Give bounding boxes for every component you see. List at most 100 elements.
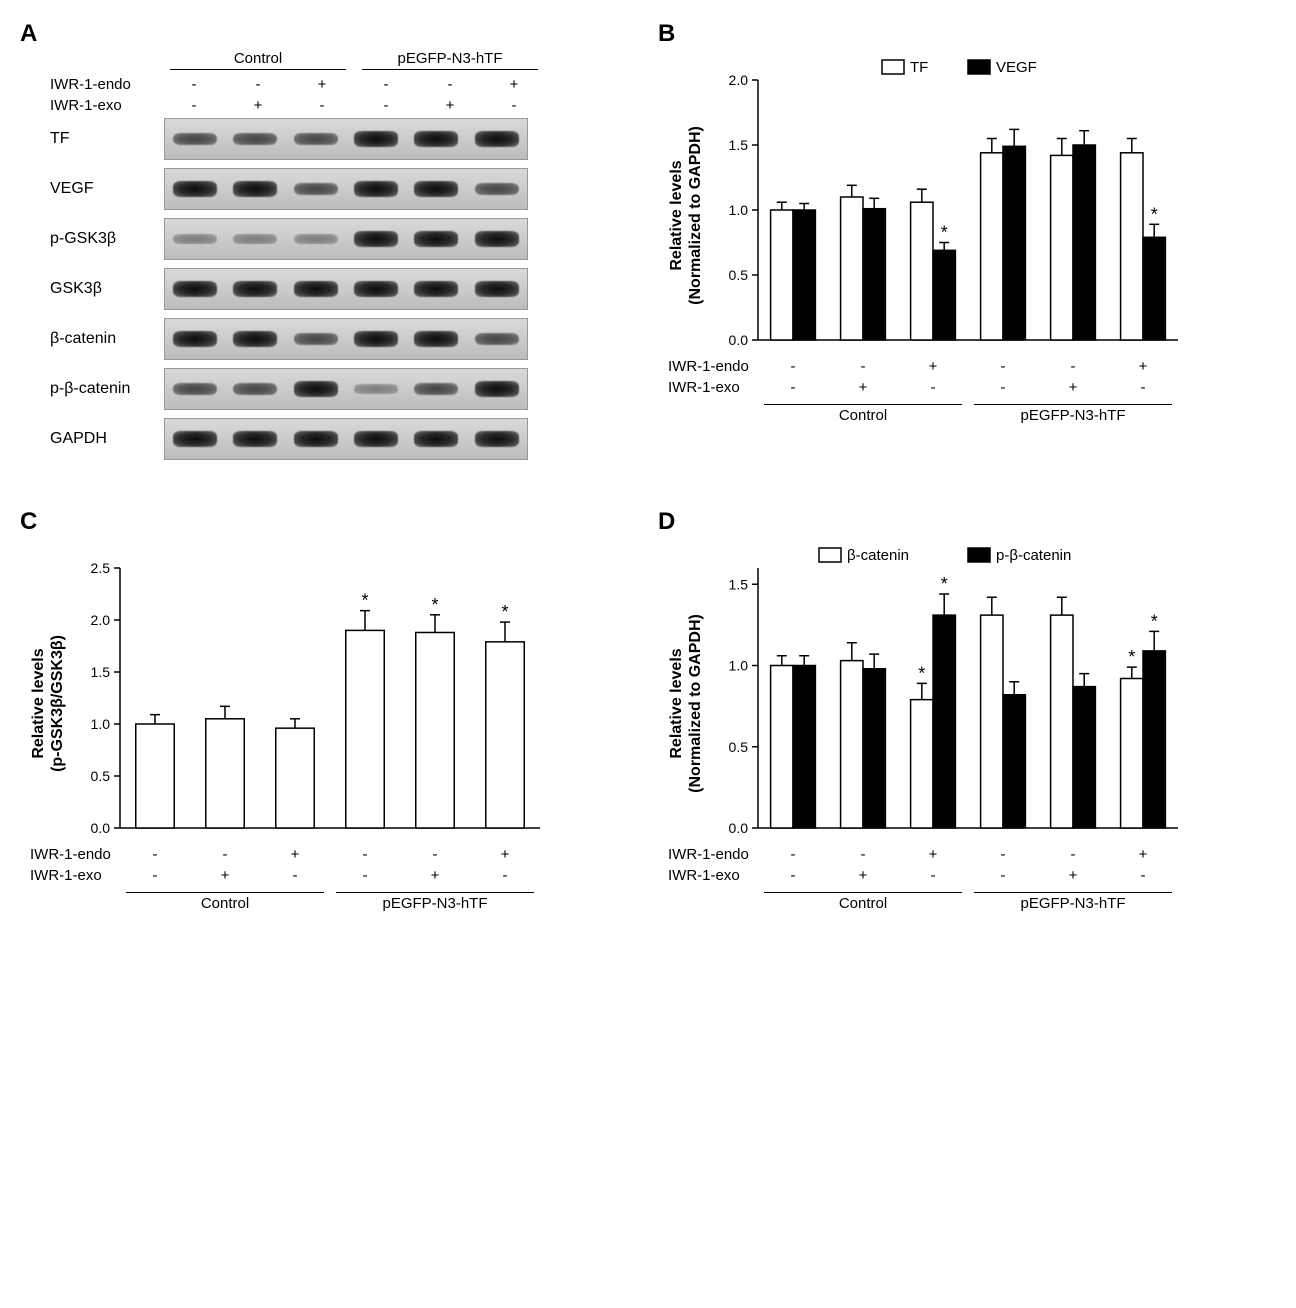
bar [346, 630, 385, 828]
bar [1121, 679, 1143, 829]
legend-swatch [819, 548, 841, 562]
blot-group-pegfp: pEGFP-N3-hTF [362, 50, 538, 70]
protein-label: GSK3β [50, 280, 160, 298]
blot-band [475, 281, 519, 297]
sig-star: * [361, 591, 368, 611]
legend-label: TF [910, 59, 928, 76]
bar [1003, 146, 1025, 340]
blot-band [475, 381, 519, 397]
sig-star: * [918, 663, 925, 683]
sig-star: * [941, 574, 948, 594]
blot-band [354, 131, 398, 147]
blot-strip [164, 418, 528, 460]
blot-band [173, 234, 217, 244]
blot-band [354, 331, 398, 347]
blot-strip [164, 168, 528, 210]
blot-band [294, 183, 338, 195]
treatment-mark: + [292, 76, 352, 93]
treatment-mark: - [484, 97, 544, 114]
legend-label: β-catenin [847, 547, 909, 564]
under-group-label: Control [764, 892, 962, 912]
blot-band [294, 431, 338, 447]
blot-band [173, 281, 217, 297]
treatment-mark: - [164, 76, 224, 93]
chart-svg: 0.00.51.01.52.0**TFVEGF [668, 50, 1188, 350]
under-mark: - [898, 379, 968, 396]
under-row-label: IWR-1-endo [30, 846, 120, 863]
blot-band [475, 431, 519, 447]
blot-band [414, 431, 458, 447]
under-mark: - [758, 846, 828, 863]
blot-band [294, 281, 338, 297]
under-mark: - [190, 846, 260, 863]
blot-band [354, 431, 398, 447]
blot-band [294, 333, 338, 345]
panel-A: A ControlpEGFP-N3-hTFIWR-1-endo--+--+IWR… [30, 30, 628, 468]
under-mark: - [120, 846, 190, 863]
under-mark: - [1108, 379, 1178, 396]
under-mark: + [260, 846, 330, 863]
blot-band [414, 281, 458, 297]
under-mark: - [330, 846, 400, 863]
under-table: IWR-1-endo--+--+IWR-1-exo-+--+-ControlpE… [668, 358, 1266, 424]
bar [1003, 695, 1025, 828]
blot-band [233, 281, 277, 297]
under-group-label: pEGFP-N3-hTF [974, 892, 1172, 912]
under-mark: - [898, 867, 968, 884]
legend-swatch [968, 60, 990, 74]
under-table: IWR-1-endo--+--+IWR-1-exo-+--+-ControlpE… [30, 846, 628, 912]
bar [1073, 145, 1095, 340]
blot-band [414, 383, 458, 395]
sig-star: * [941, 223, 948, 243]
ytick-label: 1.5 [729, 137, 749, 153]
under-mark: - [758, 867, 828, 884]
bar [981, 153, 1003, 340]
blot-group-control: Control [170, 50, 346, 70]
under-mark: + [1038, 379, 1108, 396]
under-row-label: IWR-1-exo [668, 867, 758, 884]
bar [933, 615, 955, 828]
blot-band [354, 231, 398, 247]
blot-band [294, 234, 338, 244]
legend-label: p-β-catenin [996, 547, 1071, 564]
blot-band [233, 383, 277, 395]
under-mark: - [330, 867, 400, 884]
protein-label: p-GSK3β [50, 230, 160, 248]
protein-label: TF [50, 130, 160, 148]
bar [486, 642, 525, 828]
under-mark: - [968, 846, 1038, 863]
under-row-label: IWR-1-endo [668, 358, 758, 375]
under-mark: - [758, 358, 828, 375]
ytick-label: 1.5 [91, 664, 111, 680]
protein-label: VEGF [50, 180, 160, 198]
blot-band [233, 234, 277, 244]
under-mark: + [470, 846, 540, 863]
under-mark: + [898, 846, 968, 863]
ytick-label: 0.0 [729, 332, 749, 348]
protein-label: β-catenin [50, 330, 160, 348]
bar [206, 719, 245, 828]
blot-band [475, 231, 519, 247]
ytick-label: 2.5 [91, 560, 111, 576]
under-mark: - [120, 867, 190, 884]
blot-band [354, 181, 398, 197]
under-group-label: pEGFP-N3-hTF [336, 892, 534, 912]
blot-band [475, 333, 519, 345]
blot-band [414, 181, 458, 197]
sig-star: * [431, 595, 438, 615]
sig-star: * [501, 602, 508, 622]
y-axis-label: Relative levels(p-GSK3β/GSK3β) [29, 635, 67, 772]
panel-C: C Relative levels(p-GSK3β/GSK3β)0.00.51.… [30, 518, 628, 916]
under-mark: - [968, 379, 1038, 396]
blot-band [414, 231, 458, 247]
blot-strip [164, 368, 528, 410]
bar [1143, 651, 1165, 828]
protein-label: p-β-catenin [50, 380, 160, 398]
under-mark: - [260, 867, 330, 884]
panel-A-letter: A [20, 20, 37, 48]
treatment-mark: - [228, 76, 288, 93]
under-table: IWR-1-endo--+--+IWR-1-exo-+--+-ControlpE… [668, 846, 1266, 912]
bar [276, 728, 315, 828]
bar [933, 250, 955, 340]
under-mark: + [1038, 867, 1108, 884]
